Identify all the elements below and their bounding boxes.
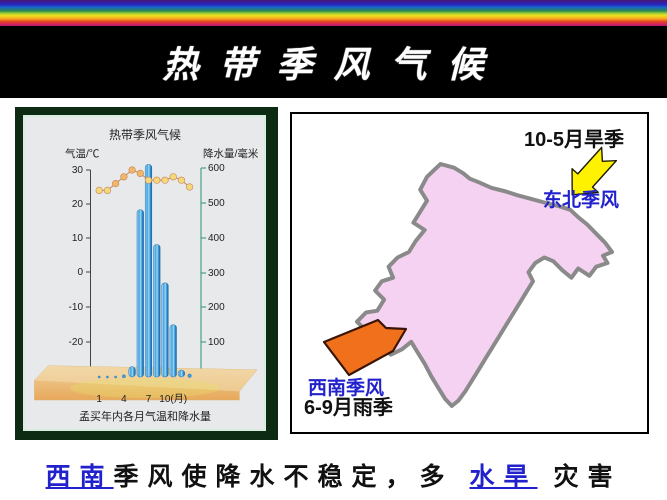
svg-text:30: 30 (72, 165, 84, 176)
svg-text:100: 100 (208, 337, 225, 348)
svg-text:热带季风气候: 热带季风气候 (109, 127, 181, 142)
svg-text:1: 1 (96, 394, 102, 405)
svg-text:7: 7 (146, 394, 152, 405)
svg-text:-20: -20 (69, 337, 84, 348)
svg-text:500: 500 (208, 198, 225, 209)
svg-text:400: 400 (208, 233, 225, 244)
svg-text:200: 200 (208, 302, 225, 313)
svg-text:西南季风: 西南季风 (308, 377, 384, 399)
svg-text:10(月): 10(月) (159, 393, 187, 405)
svg-text:0: 0 (77, 267, 83, 278)
svg-text:10: 10 (72, 233, 84, 244)
svg-text:-10: -10 (69, 302, 84, 313)
svg-text:20: 20 (72, 199, 84, 210)
svg-text:东北季风: 东北季风 (543, 188, 619, 211)
svg-text:600: 600 (208, 163, 225, 174)
svg-text:孟买年内各月气温和降水量: 孟买年内各月气温和降水量 (79, 409, 211, 423)
svg-text:10-5月旱季: 10-5月旱季 (524, 128, 624, 151)
svg-text:6-9月雨季: 6-9月雨季 (304, 396, 393, 419)
svg-text:4: 4 (121, 394, 127, 405)
svg-text:气温/℃: 气温/℃ (65, 147, 100, 160)
svg-text:300: 300 (208, 268, 225, 279)
svg-text:降水量/毫米: 降水量/毫米 (203, 147, 259, 160)
